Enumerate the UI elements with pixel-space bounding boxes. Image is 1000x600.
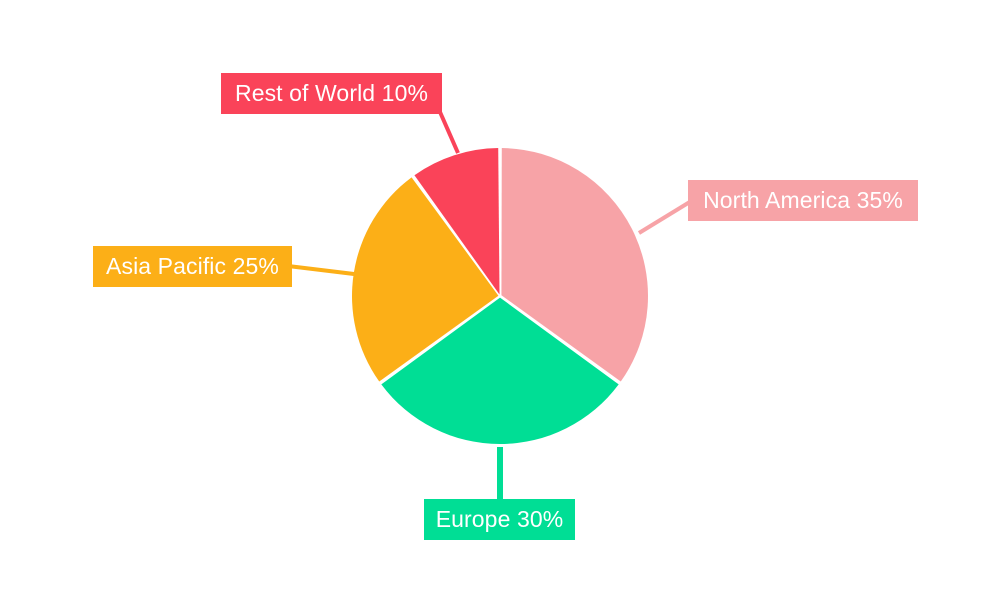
pie-label-asia-pacific[interactable]: Asia Pacific 25% [93,246,292,287]
pie-label-north-america[interactable]: North America 35% [688,180,918,221]
pie-slice-rest-of-world[interactable] [414,148,500,295]
pie-slice-asia-pacific[interactable] [352,177,499,382]
leader-line-north-america [637,198,695,235]
pie-slices [352,148,649,444]
leader-line-rest-of-world [438,111,460,154]
pie-slice-north-america[interactable] [501,148,649,382]
leader-line-asia-pacific [287,264,355,276]
pie-label-europe[interactable]: Europe 30% [424,499,575,540]
leader-lines [287,111,695,505]
pie-label-rest-of-world[interactable]: Rest of World 10% [221,73,442,114]
pie-slice-europe[interactable] [381,297,619,444]
